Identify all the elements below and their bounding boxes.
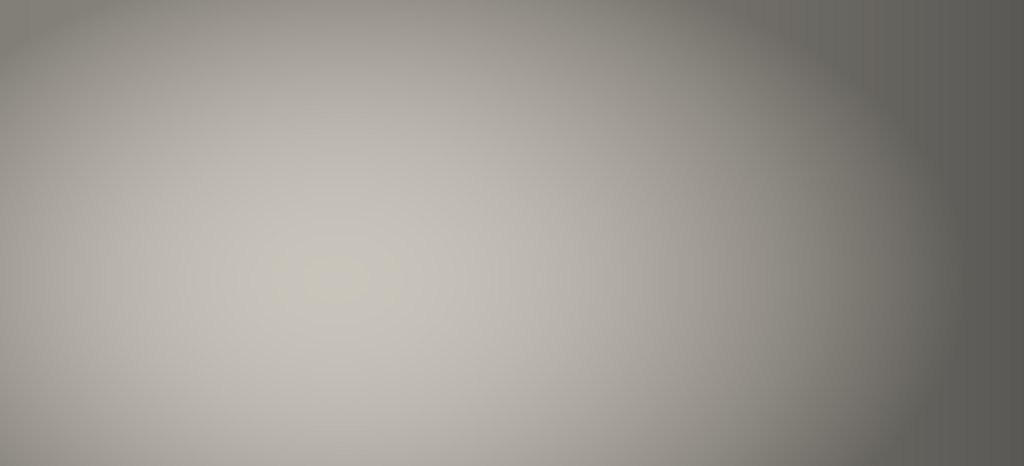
- Text: same $(i)$ frequency, $(ii)$  phase, $(iii)$ amplitude ? Explain your: same $(i)$ frequency, $(ii)$ phase, $(ii…: [140, 373, 1010, 403]
- Text: $y(x,\ t) = 0{\cdot}06\ \sin\dfrac{2\pi}{3}\ x\ \cos\ 120\ \pi\ t,$: $y(x,\ t) = 0{\cdot}06\ \sin\dfrac{2\pi}…: [204, 180, 755, 240]
- Text: $(a)$  Do all the points on the string oscillate with the: $(a)$ Do all the points on the string os…: [168, 327, 972, 356]
- Text: (clamped at its two ends) is given by: (clamped at its two ends) is given by: [140, 137, 681, 162]
- Text: where  $x,\ y$  are in m and  $t$  is in s.: where $x,\ y$ are in m and $t$ is in s.: [140, 280, 650, 310]
- Text: Problem 2.05. The transverse displacement of a string: Problem 2.05. The transverse displacemen…: [196, 79, 1000, 104]
- Text: answers.: answers.: [140, 390, 268, 415]
